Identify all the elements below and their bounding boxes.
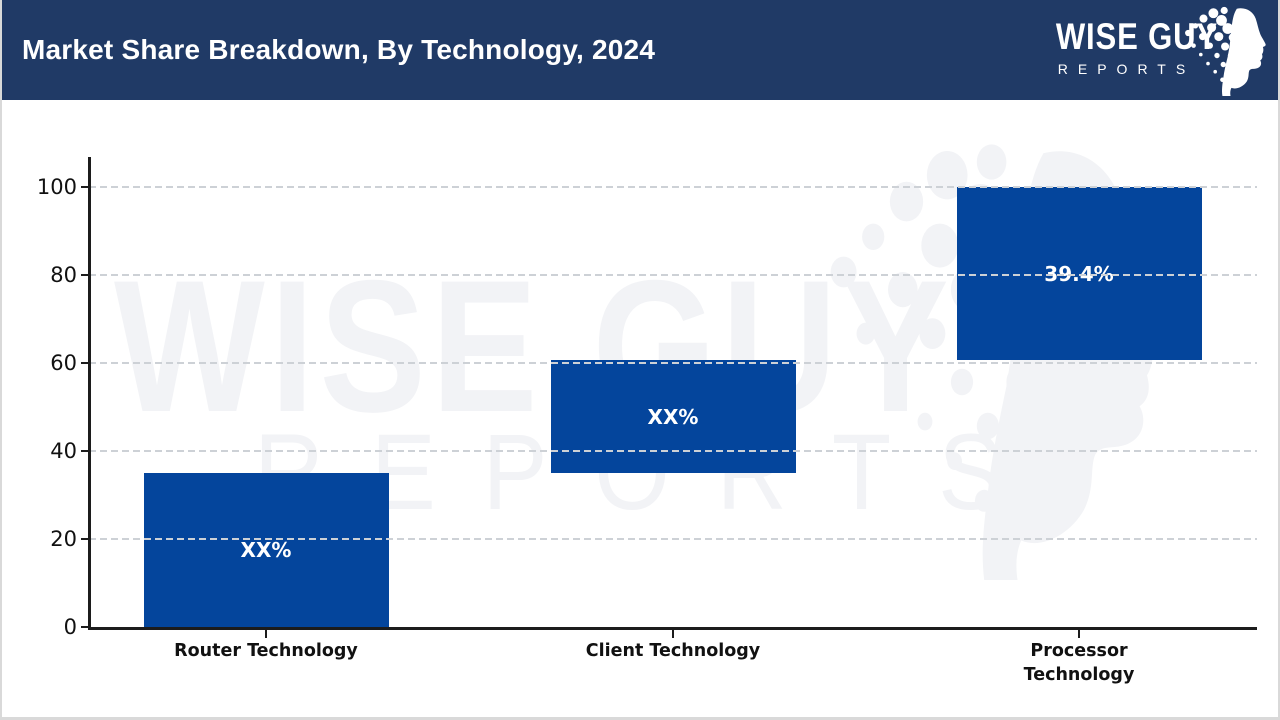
y-tick-mark [81,626,89,628]
logo-face-icon [1176,6,1276,96]
y-tick-label: 100 [36,175,77,199]
y-tick-mark [81,362,89,364]
logo-wiseguy: WISE GUY REPORTS [1026,4,1276,96]
bar-segment: XX% [550,360,796,473]
logo-text: WISE GUY REPORTS [1025,18,1218,77]
bar-value-label: XX% [647,404,699,429]
logo-text-main: WISE GUY [1055,16,1218,57]
y-tick-mark [81,186,89,188]
y-axis-line [88,157,91,629]
gridline-60 [89,362,1257,364]
bar-segment: XX% [143,473,389,627]
y-tick-mark [81,274,89,276]
y-tick-label: 0 [63,615,77,639]
x-category-label: Client Technology [585,641,761,661]
x-tick-mark [1078,629,1080,638]
page-title: Market Share Breakdown, By Technology, 2… [22,34,656,65]
x-axis-line [88,627,1257,630]
y-tick-mark [81,450,89,452]
gridline-80 [89,274,1257,276]
gridline-20 [89,538,1257,540]
y-tick-label: 80 [50,263,77,287]
header-bar: Market Share Breakdown, By Technology, 2… [2,0,1278,100]
logo-text-sub: REPORTS [1057,61,1196,77]
y-tick-label: 20 [50,527,77,551]
x-category-label: Router Technology [174,641,358,661]
x-tick-mark [672,629,674,638]
y-tick-label: 60 [50,351,77,375]
y-tick-mark [81,538,89,540]
y-tick-label: 40 [50,439,77,463]
x-category-label: Processor Technology [1023,641,1135,685]
bar-value-label: XX% [240,538,292,562]
gridline-40 [89,450,1257,452]
gridline-100 [89,186,1257,188]
x-tick-mark [265,629,267,638]
